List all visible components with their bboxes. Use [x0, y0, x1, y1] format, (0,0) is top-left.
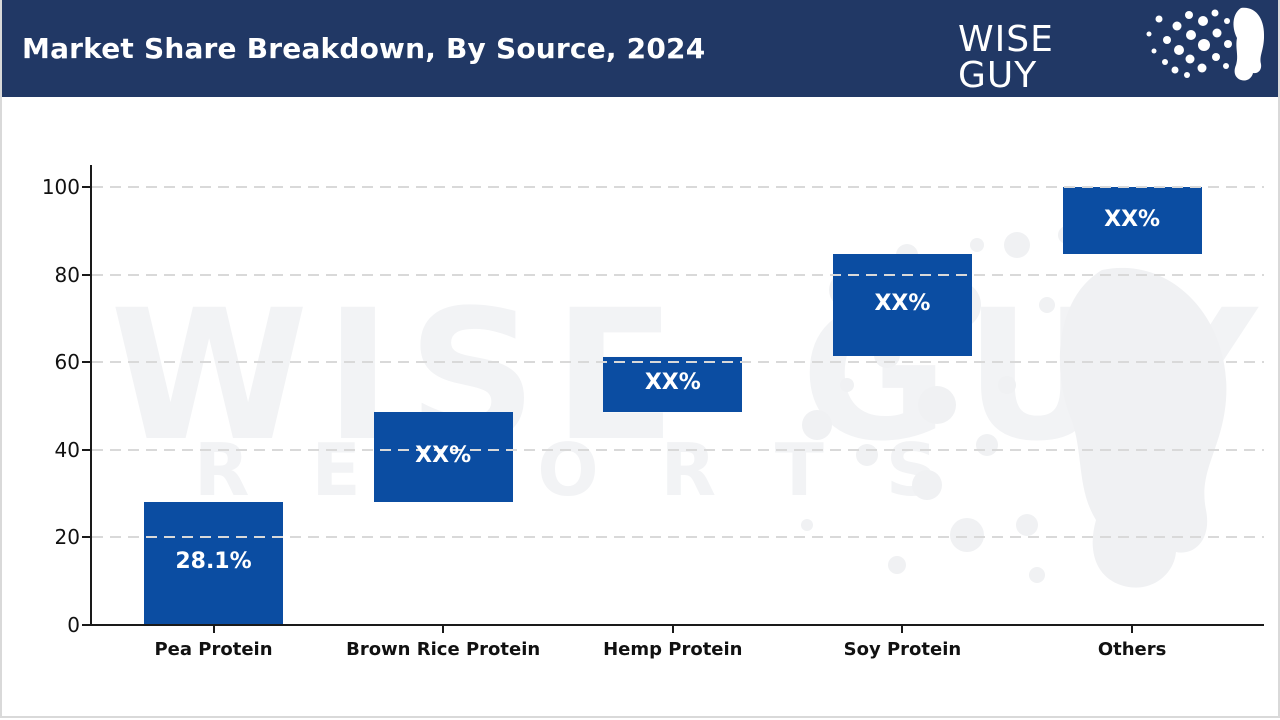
bar-pea-protein	[144, 501, 283, 625]
y-axis-tick	[82, 361, 90, 364]
logo-wordmark: WISE GUY REPORTS	[958, 19, 1133, 114]
page-title: Market Share Breakdown, By Source, 2024	[22, 32, 706, 65]
y-axis-tick-label: 20	[54, 525, 80, 550]
y-axis-tick	[82, 536, 90, 539]
gridline-20	[92, 536, 1264, 539]
x-axis-label: Pea Protein	[154, 639, 273, 660]
header: Market Share Breakdown, By Source, 2024 …	[2, 0, 1278, 113]
bar-value-label: XX%	[874, 291, 931, 317]
y-axis-tick	[82, 186, 90, 188]
gridline-80	[92, 273, 1264, 276]
y-axis-tick-label: 80	[54, 262, 80, 287]
x-axis-tick	[901, 626, 904, 633]
gridline-60	[92, 361, 1264, 364]
bar-value-label: XX%	[644, 370, 701, 396]
x-axis-label: Brown Rice Protein	[346, 639, 541, 660]
y-axis-line	[90, 165, 92, 626]
x-axis-label: Others	[1097, 639, 1167, 660]
x-axis-label: Hemp Protein	[603, 639, 743, 660]
dotted-face-profile-icon	[1146, 7, 1265, 81]
bar-value-label: XX%	[415, 443, 472, 469]
gridline-100	[92, 186, 1264, 188]
bar-others	[1062, 187, 1202, 254]
y-axis-tick	[82, 273, 90, 276]
bar-soy-protein	[832, 254, 972, 357]
logo-subtitle-text: REPORTS	[961, 97, 1092, 113]
gridline-40	[92, 448, 1264, 451]
bar-value-label: XX%	[1104, 206, 1161, 232]
y-axis-tick-label: 40	[54, 437, 80, 462]
x-axis-line	[90, 624, 1264, 626]
x-axis-tick	[212, 626, 215, 633]
bar-brown-rice-protein	[373, 412, 513, 502]
x-axis-tick	[1131, 626, 1134, 633]
y-axis-tick	[82, 448, 90, 451]
y-axis-tick-label: 100	[41, 175, 80, 199]
y-axis-tick	[82, 624, 90, 626]
y-axis-tick-label: 60	[54, 350, 80, 375]
bar-hemp-protein	[603, 356, 743, 413]
wise-guy-logo: WISE GUY REPORTS	[958, 4, 1268, 113]
y-axis-tick-label: 0	[67, 613, 80, 637]
watermark-subtext: REPORTS	[194, 428, 1000, 512]
bar-value-label: 28.1%	[175, 549, 252, 575]
x-axis-tick	[442, 626, 445, 633]
x-axis-label: Soy Protein	[843, 639, 962, 660]
logo-title-text: WISE GUY	[958, 19, 1054, 96]
x-axis-tick	[671, 626, 674, 633]
